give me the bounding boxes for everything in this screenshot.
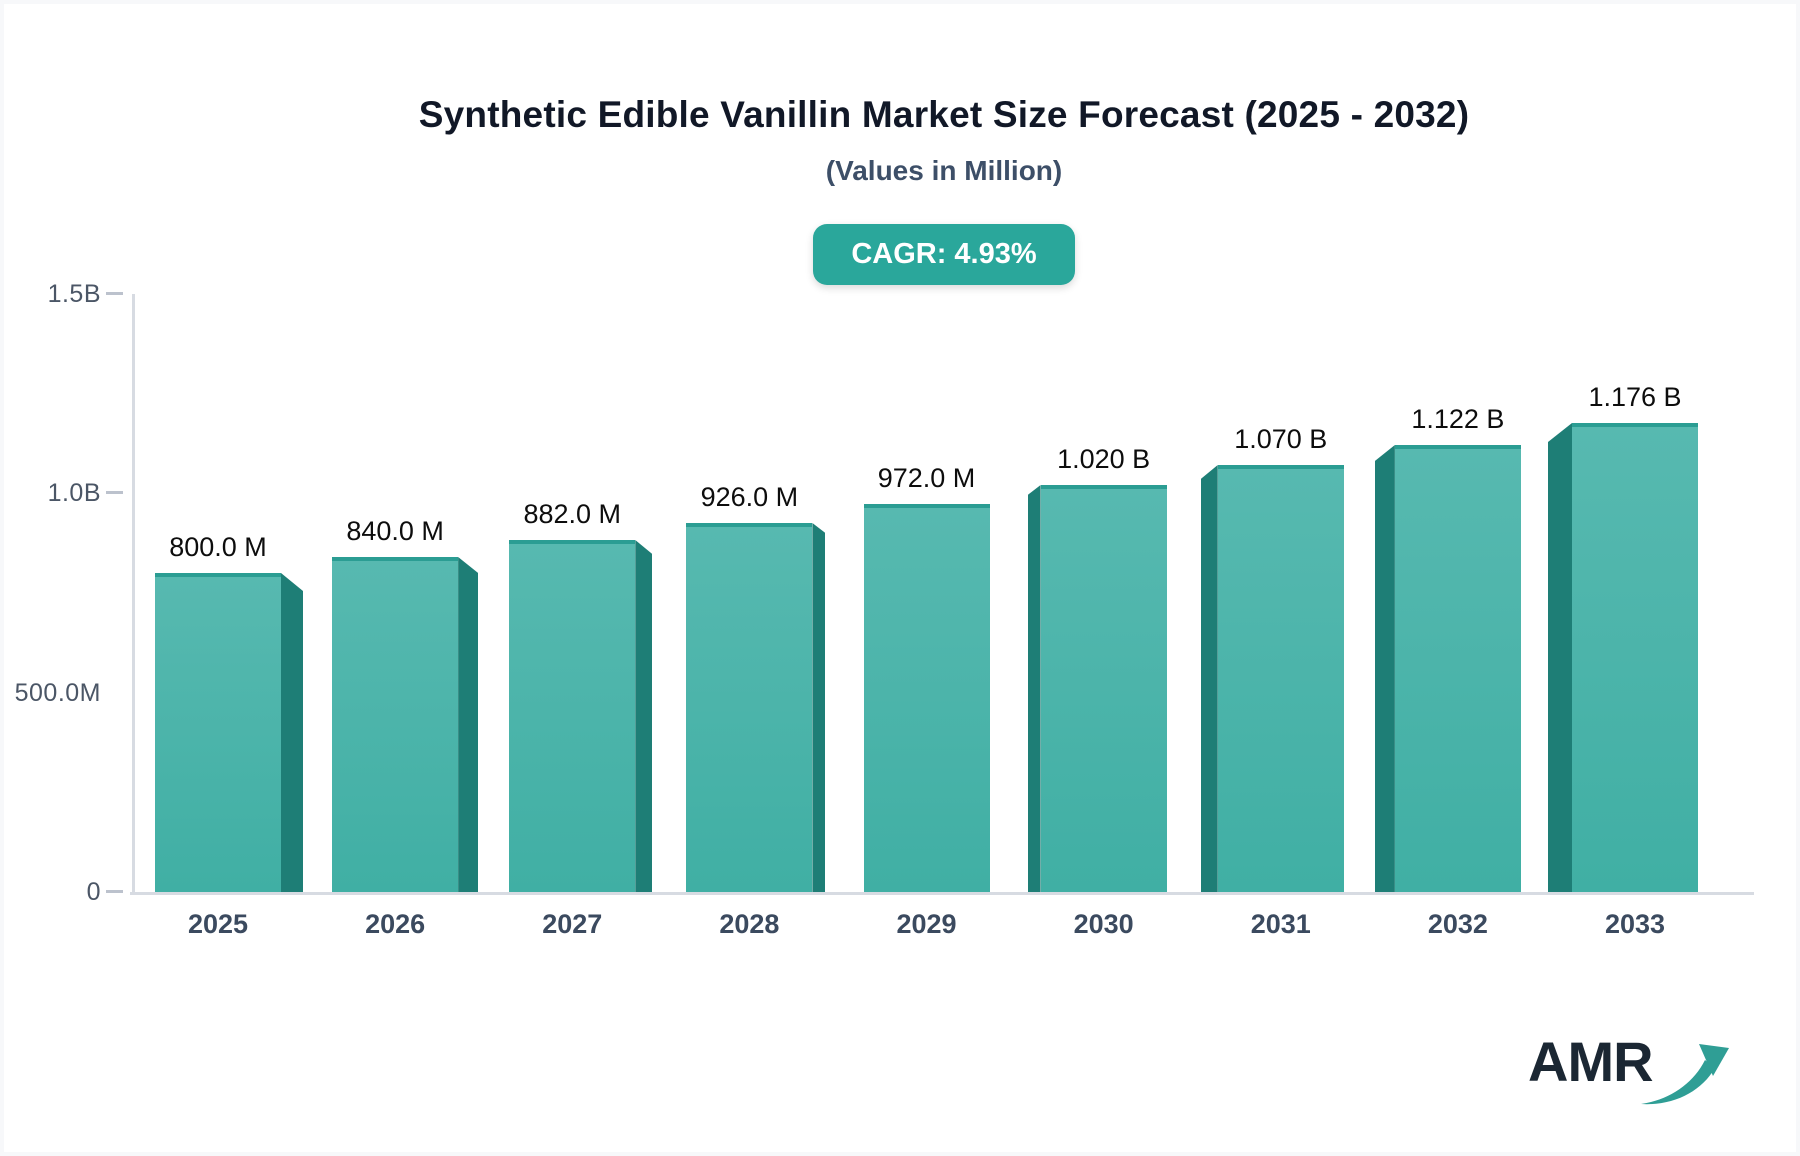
y-axis-line (132, 294, 135, 895)
chart-area: 1.5B 1.0B 500.0M 0 800.0 M 2025 840.0 M 2026 882… (4, 4, 1796, 1152)
y-tick-label: 1.5B (47, 280, 101, 308)
x-tick-label: 2030 (1073, 909, 1134, 939)
x-axis-line (130, 892, 1754, 895)
bar-2030 (1040, 485, 1167, 892)
bar-value-label: 926.0 M (700, 482, 799, 512)
y-tick-label: 500.0M (14, 679, 101, 707)
bar-side-3d (1027, 485, 1041, 892)
x-tick-label: 2027 (542, 909, 603, 939)
bar-value-label: 882.0 M (523, 499, 622, 529)
bar-2025 (155, 573, 281, 892)
bar-side-3d (1548, 423, 1572, 892)
x-tick-label: 2026 (365, 909, 426, 939)
bar-value-label: 1.070 B (1234, 424, 1328, 454)
bar-2029 (863, 504, 990, 892)
y-tick-label: 1.0B (47, 479, 101, 507)
y-tick-label: 0 (86, 878, 101, 906)
growth-arrow-icon (1639, 1034, 1731, 1115)
bar-side-3d (812, 523, 826, 892)
y-tick-dash (106, 491, 123, 494)
page-title: Synthetic Edible Vanillin Market Size Fo… (418, 94, 1470, 135)
bar-value-label: 972.0 M (877, 463, 976, 493)
bar-value-label: 1.020 B (1057, 444, 1151, 474)
x-tick-label: 2029 (896, 909, 957, 939)
amr-logo-text: AMR (1528, 1030, 1654, 1093)
bar-side-3d (1374, 445, 1395, 892)
bar-2031 (1217, 465, 1344, 892)
bar-value-label: 840.0 M (346, 516, 444, 546)
bar-value-label: 1.122 B (1411, 404, 1505, 434)
x-tick-label: 2031 (1250, 909, 1311, 939)
bar-side-3d (281, 573, 303, 892)
bar-side-3d (635, 540, 653, 892)
y-tick-dash (106, 292, 123, 295)
chart-header: Synthetic Edible Vanillin Market Size Fo… (134, 92, 1754, 285)
bar-2033 (1572, 423, 1698, 892)
amr-logo: AMR (1528, 1032, 1731, 1115)
bar-2026 (332, 557, 459, 892)
bar-value-label: 1.176 B (1588, 382, 1682, 412)
cagr-badge: CAGR: 4.93% (813, 224, 1075, 285)
y-tick-dash (106, 890, 123, 893)
x-tick-label: 2033 (1604, 909, 1666, 939)
x-tick-label: 2028 (719, 909, 780, 939)
bar-2027 (509, 540, 636, 892)
bar-side-3d (1200, 465, 1218, 892)
x-tick-label: 2032 (1427, 909, 1488, 939)
chart-subtitle: (Values in Million) (825, 155, 1063, 186)
bar-side-3d (458, 557, 479, 892)
bar-2032 (1394, 445, 1521, 892)
x-tick-label: 2025 (187, 909, 249, 939)
bar-2028 (686, 523, 813, 892)
bar-value-label: 800.0 M (169, 532, 267, 562)
